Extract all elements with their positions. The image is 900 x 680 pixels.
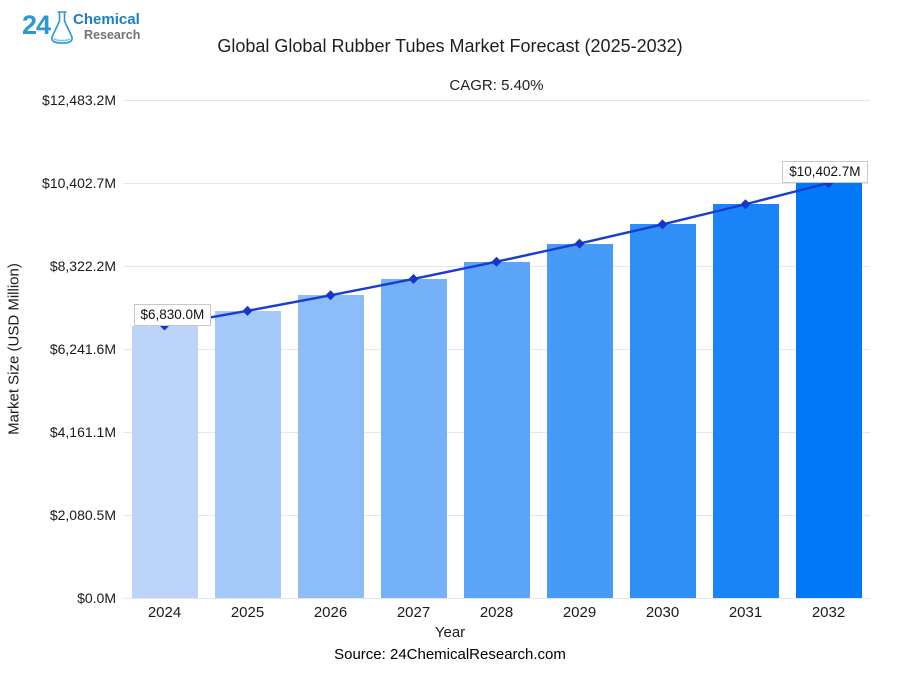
y-tick-label: $2,080.5M <box>49 507 116 523</box>
trend-line <box>164 181 829 327</box>
bar-2024 <box>131 325 198 598</box>
y-tick-label: $4,161.1M <box>49 423 116 440</box>
gridline <box>123 100 870 101</box>
logo-name-top: Chemical <box>73 11 140 28</box>
x-tick-label: 2027 <box>396 604 431 621</box>
data-label-2024: $6,830.0M <box>133 303 212 326</box>
bar-2025 <box>214 310 281 598</box>
logo-text: Chemical Research <box>73 11 141 43</box>
bar-2031 <box>712 204 779 598</box>
x-tick-label: 2031 <box>728 604 763 621</box>
bar-2029 <box>546 243 613 598</box>
x-tick-label: 2024 <box>147 604 182 621</box>
y-tick-label: $6,241.6M <box>49 341 116 357</box>
y-tick-label: $12,483.2M <box>42 92 116 108</box>
data-label-2032: $10,402.7M <box>782 161 868 183</box>
chart-subtitle: CAGR: 5.40% <box>449 77 544 94</box>
y-tick-label: $10,402.7M <box>42 174 116 191</box>
x-tick-label: 2029 <box>562 604 597 621</box>
bar-2027 <box>380 278 447 598</box>
gridline <box>123 598 870 599</box>
x-tick-label: 2030 <box>645 604 680 621</box>
bar-2026 <box>297 295 364 598</box>
bar-2030 <box>629 224 696 598</box>
x-tick-label: 2025 <box>230 604 265 621</box>
source-text: Source: 24ChemicalResearch.com <box>334 646 566 663</box>
marker-2025 <box>242 305 253 316</box>
x-axis-title: Year <box>434 624 466 641</box>
y-tick-label: $0.0M <box>77 590 116 606</box>
logo: 24 Chemical Research <box>22 10 140 46</box>
marker-2027 <box>408 273 419 284</box>
x-tick-label: 2028 <box>479 604 514 621</box>
y-tick-label: $8,322.2M <box>49 257 116 274</box>
x-tick-label: 2026 <box>313 604 348 621</box>
plot-area: $6,830.0M $10,402.7M <box>123 100 870 599</box>
marker-2029 <box>574 238 585 249</box>
marker-2030 <box>657 219 668 230</box>
x-tick-label: 2032 <box>811 604 846 621</box>
gridline <box>123 182 870 184</box>
logo-name-bottom: Research <box>84 28 141 42</box>
marker-2028 <box>491 256 502 267</box>
marker-2026 <box>325 290 336 301</box>
logo-number: 24 <box>22 10 51 40</box>
line-series <box>159 177 834 331</box>
chart-title: Global Global Rubber Tubes Market Foreca… <box>217 36 683 56</box>
bar-2028 <box>463 261 530 598</box>
flask-icon <box>51 11 73 44</box>
marker-2031 <box>740 199 751 210</box>
bar-2032 <box>795 183 862 598</box>
